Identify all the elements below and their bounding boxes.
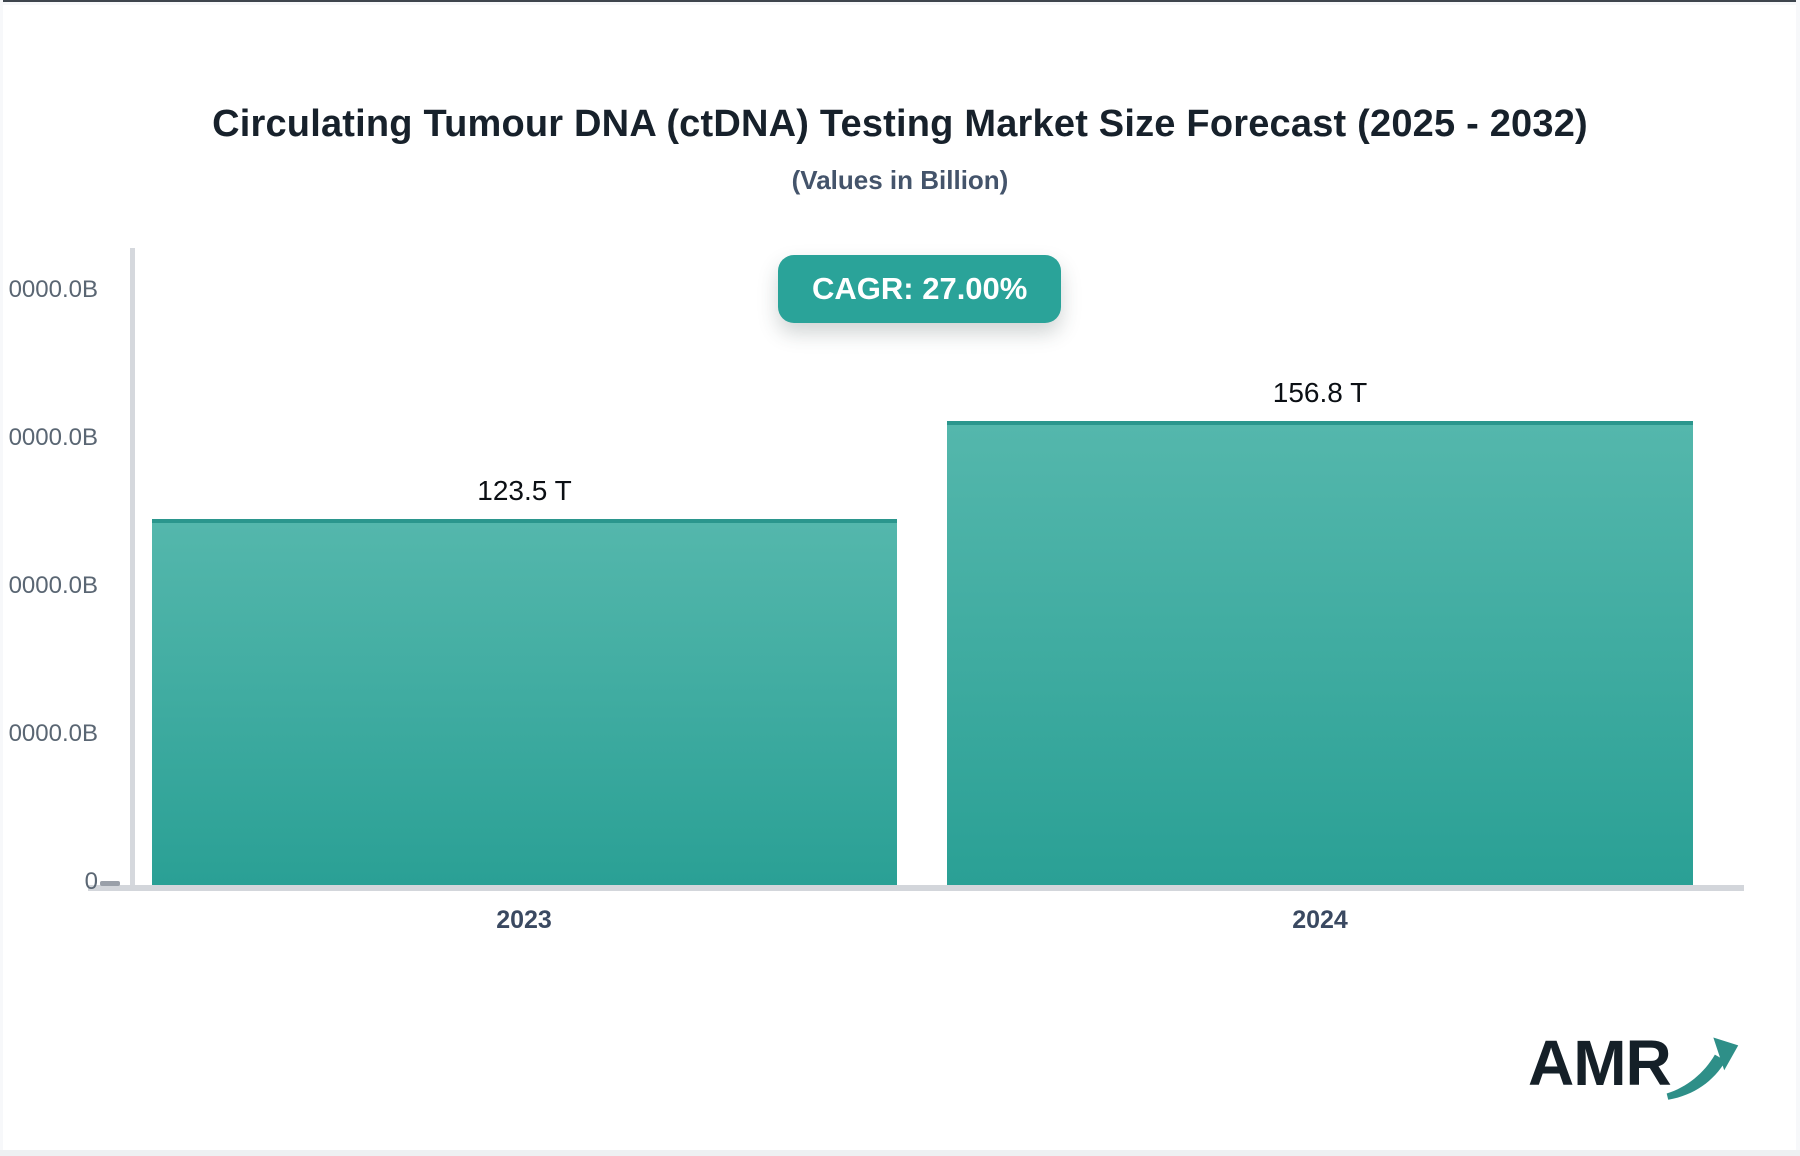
bar-value-label: 123.5 T bbox=[477, 475, 572, 506]
window-right-edge bbox=[1796, 0, 1800, 1156]
bar-2024[interactable] bbox=[947, 421, 1693, 885]
growth-arrow-icon bbox=[1665, 1036, 1743, 1111]
window-top-strip bbox=[0, 2, 1800, 5]
cagr-badge: CAGR: 27.00% bbox=[778, 255, 1062, 323]
x-axis-label-2023: 2023 bbox=[496, 906, 552, 934]
window-top-border bbox=[0, 0, 1800, 2]
bar-value-label: 156.8 T bbox=[1272, 377, 1368, 408]
y-tick-label: 0000.0B bbox=[8, 276, 98, 303]
bar-2023[interactable] bbox=[152, 519, 897, 885]
x-axis-baseline bbox=[88, 885, 1744, 891]
window-left-edge bbox=[0, 0, 3, 1156]
y-tick-label: 0000.0B bbox=[8, 572, 98, 599]
y-tick-label: 0000.0B bbox=[8, 720, 98, 747]
amr-logo: AMR bbox=[1528, 1028, 1743, 1111]
chart-title: Circulating Tumour DNA (ctDNA) Testing M… bbox=[212, 103, 1588, 145]
y-axis-line bbox=[130, 248, 135, 888]
y-tick-mark bbox=[100, 881, 120, 886]
x-axis-label-2024: 2024 bbox=[1292, 906, 1348, 934]
y-tick-label: 0000.0B bbox=[8, 424, 98, 451]
chart-subtitle: (Values in Billion) bbox=[791, 165, 1009, 195]
y-tick-label-zero: 0 bbox=[84, 868, 98, 895]
amr-logo-text: AMR bbox=[1528, 1027, 1672, 1099]
window-bottom-edge bbox=[0, 1150, 1800, 1156]
